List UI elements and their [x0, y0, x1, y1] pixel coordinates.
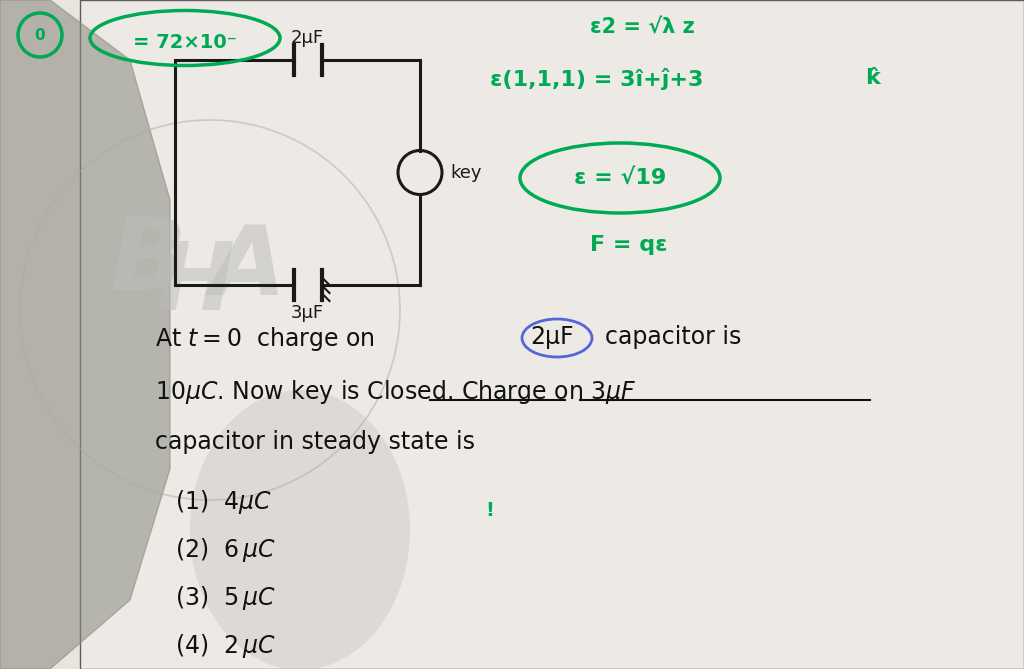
Polygon shape [0, 0, 170, 669]
Text: (1)  $4\mu C$: (1) $4\mu C$ [175, 488, 272, 516]
Text: (2)  $6\,\mu C$: (2) $6\,\mu C$ [175, 536, 275, 564]
Text: B: B [110, 214, 186, 311]
Text: capacitor in steady state is: capacitor in steady state is [155, 430, 475, 454]
Text: F = qε: F = qε [590, 235, 668, 255]
Text: 2μF: 2μF [530, 325, 573, 349]
Text: (3)  $5\,\mu C$: (3) $5\,\mu C$ [175, 584, 275, 612]
Text: 2μF: 2μF [291, 29, 324, 47]
FancyBboxPatch shape [80, 0, 1024, 669]
Text: 3μF: 3μF [291, 304, 324, 322]
Text: k̂: k̂ [865, 68, 880, 88]
Text: ε = √19: ε = √19 [573, 168, 667, 188]
Text: ε(1,1,1) = 3î+ĵ+3: ε(1,1,1) = 3î+ĵ+3 [490, 68, 703, 90]
Ellipse shape [190, 390, 410, 669]
Text: (4)  $2\,\mu C$: (4) $2\,\mu C$ [175, 632, 275, 660]
Text: key: key [450, 163, 481, 181]
Text: H: H [155, 238, 234, 330]
Text: ε2 = √λ z: ε2 = √λ z [590, 18, 694, 38]
Text: At $t = 0$  charge on: At $t = 0$ charge on [155, 325, 375, 353]
Text: $10\mu C$. Now key is Closed. Charge on $3\mu F$: $10\mu C$. Now key is Closed. Charge on … [155, 378, 637, 406]
Text: !: ! [485, 500, 495, 520]
Text: = 72×10⁻: = 72×10⁻ [133, 33, 237, 52]
Text: capacitor is: capacitor is [605, 325, 741, 349]
Text: 0: 0 [35, 27, 45, 43]
Text: A: A [210, 222, 286, 315]
